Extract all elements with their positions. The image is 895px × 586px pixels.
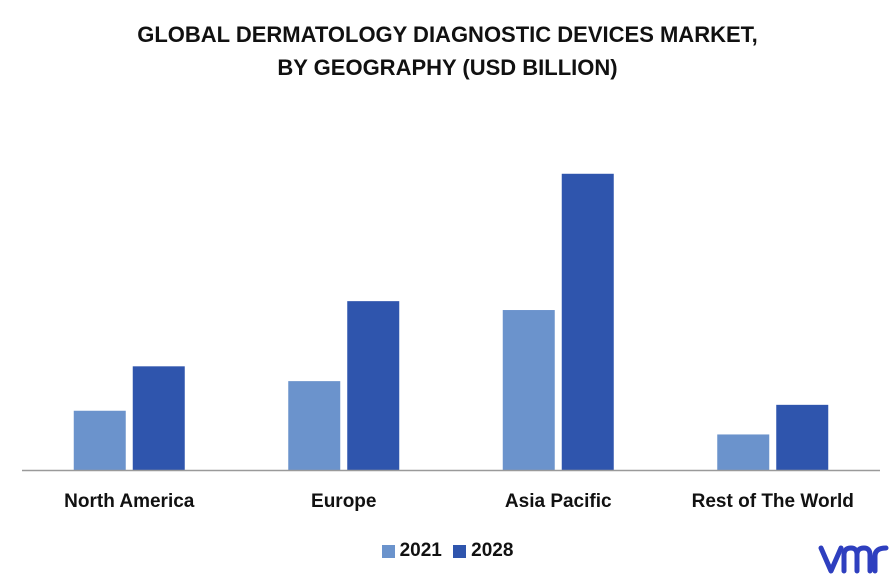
chart-title-line-2: BY GEOGRAPHY (USD BILLION) — [277, 55, 618, 80]
bar-2028-rest-of-the-world — [776, 404, 829, 470]
bar-2021-asia-pacific — [502, 310, 555, 470]
bar-2028-north-america — [132, 366, 185, 470]
bar-2021-rest-of-the-world — [717, 434, 770, 470]
legend: 2021 2028 — [0, 540, 895, 564]
legend-label-2028: 2028 — [471, 540, 514, 561]
bar-chart: North America Europe Asia Pacific Rest of T… — [22, 173, 880, 512]
category-label: Rest of The World — [692, 491, 854, 512]
chart-title: GLOBAL DERMATOLOGY DIAGNOSTIC DEVICES MA… — [0, 18, 895, 84]
bar-2028-europe — [347, 301, 400, 470]
category-label: Europe — [311, 491, 376, 512]
category-label: Asia Pacific — [505, 491, 612, 512]
chart-title-line-1: GLOBAL DERMATOLOGY DIAGNOSTIC DEVICES MA… — [137, 22, 758, 47]
bar-2028-asia-pacific — [561, 173, 614, 470]
legend-label-2021: 2021 — [399, 540, 442, 561]
legend-item-2028: 2028 — [453, 540, 513, 562]
bar-2021-europe — [288, 381, 341, 470]
bar-2021-north-america — [73, 410, 126, 470]
category-label: North America — [64, 491, 195, 512]
legend-swatch-2028 — [453, 544, 467, 558]
vmr-logo-icon — [818, 545, 889, 574]
legend-swatch-2021 — [381, 544, 395, 558]
legend-item-2021: 2021 — [381, 540, 442, 562]
